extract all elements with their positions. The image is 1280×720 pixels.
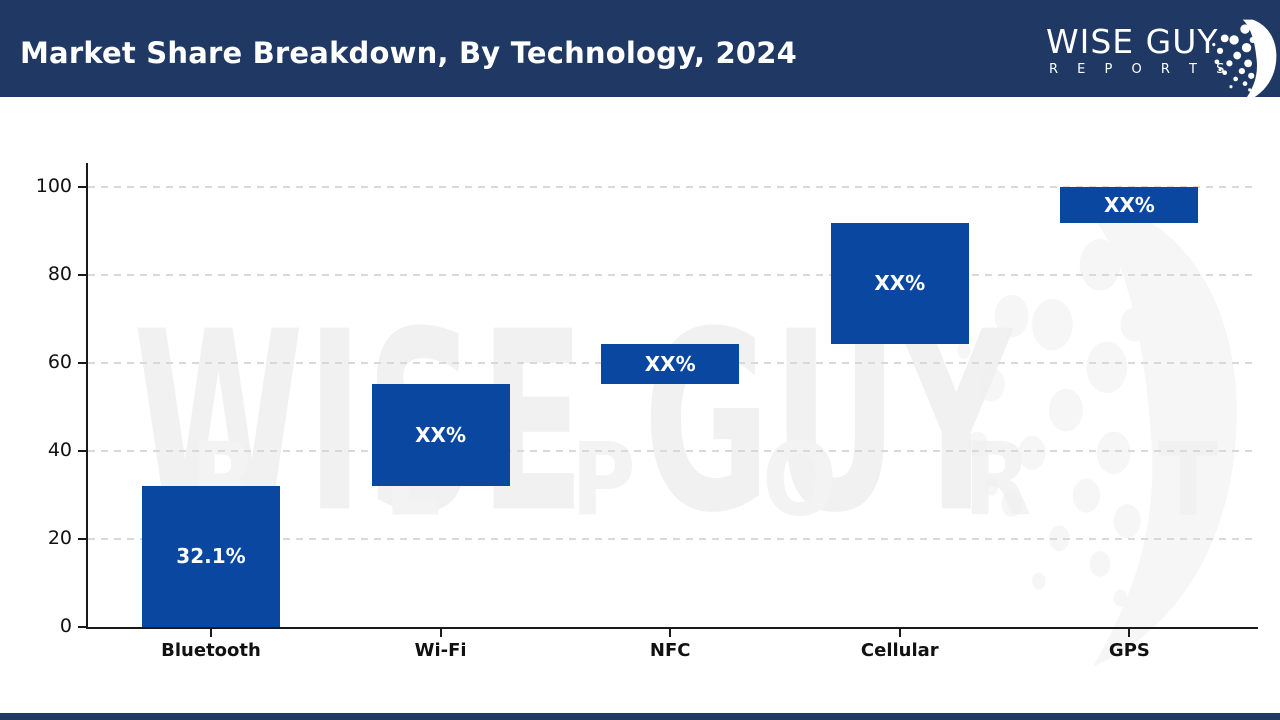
- gridline-100: [88, 186, 1258, 188]
- category-label-gps: GPS: [1108, 640, 1150, 661]
- y-axis-tick-60: [78, 362, 86, 364]
- bar-value-label-wi-fi: XX%: [415, 422, 467, 447]
- y-tick-label-60: 60: [47, 351, 72, 373]
- bar-wi-fi: [371, 383, 510, 486]
- bar-value-label-gps: XX%: [1103, 192, 1155, 217]
- x-axis-tick-gps: [1128, 629, 1131, 637]
- header-bar: Market Share Breakdown, By Technology, 2…: [0, 0, 1280, 103]
- bar-value-label-bluetooth: 32.1%: [176, 544, 246, 569]
- category-label-nfc: NFC: [649, 640, 691, 661]
- bar-bluetooth: [142, 485, 280, 627]
- brand-subname: R E P O R T S: [1049, 62, 1232, 77]
- y-tick-label-40: 40: [47, 439, 72, 461]
- category-label-bluetooth: Bluetooth: [161, 640, 261, 661]
- category-label-wi-fi: Wi-Fi: [414, 640, 467, 661]
- y-tick-label-80: 80: [47, 263, 72, 285]
- page-title: Market Share Breakdown, By Technology, 2…: [20, 36, 798, 70]
- x-axis-tick-cellular: [898, 629, 901, 637]
- footer-bar: [0, 713, 1280, 720]
- bar-gps: [1060, 187, 1199, 223]
- gridline-40: [88, 450, 1258, 452]
- y-axis-tick-40: [78, 450, 86, 452]
- gridline-20: [88, 538, 1258, 540]
- x-axis-tick-wi-fi: [439, 629, 442, 637]
- y-tick-label-100: 100: [35, 175, 72, 197]
- bar-value-label-cellular: XX%: [874, 271, 926, 296]
- category-label-cellular: Cellular: [860, 640, 939, 661]
- watermark-head-icon: [957, 213, 1237, 667]
- y-axis-tick-20: [78, 538, 86, 540]
- gridline-80: [88, 274, 1258, 276]
- x-axis-tick-nfc: [669, 629, 672, 637]
- y-axis: [86, 163, 88, 629]
- bar-nfc: [601, 344, 740, 384]
- y-axis-tick-100: [78, 186, 86, 188]
- brand-name: WISE GUY: [1046, 22, 1219, 61]
- x-axis: [86, 627, 1258, 629]
- bar-value-label-nfc: XX%: [644, 351, 696, 376]
- y-tick-label-20: 20: [47, 527, 72, 549]
- bar-cellular: [830, 222, 969, 345]
- y-tick-label-0: 0: [59, 615, 72, 637]
- x-axis-tick-bluetooth: [210, 629, 212, 637]
- waterfall-chart: WISE GUY R E P O R T S 02040608010032.1%…: [0, 97, 1280, 713]
- y-axis-tick-80: [78, 274, 86, 276]
- y-axis-tick-0: [78, 626, 86, 628]
- brand-logo: WISE GUY R E P O R T S: [1040, 18, 1280, 103]
- head-profile-icon: [1212, 19, 1277, 103]
